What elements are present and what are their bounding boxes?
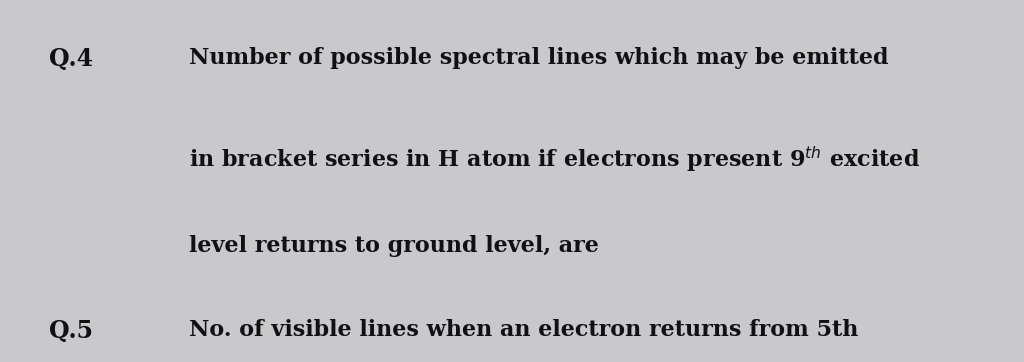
Text: Q.5: Q.5 [49,319,93,342]
Text: level returns to ground level, are: level returns to ground level, are [189,235,599,257]
Text: Number of possible spectral lines which may be emitted: Number of possible spectral lines which … [189,47,889,69]
Text: No. of visible lines when an electron returns from 5th: No. of visible lines when an electron re… [189,319,859,341]
Text: in bracket series in H atom if electrons present 9$^{th}$ excited: in bracket series in H atom if electrons… [189,145,921,175]
Text: Q.4: Q.4 [49,47,93,71]
